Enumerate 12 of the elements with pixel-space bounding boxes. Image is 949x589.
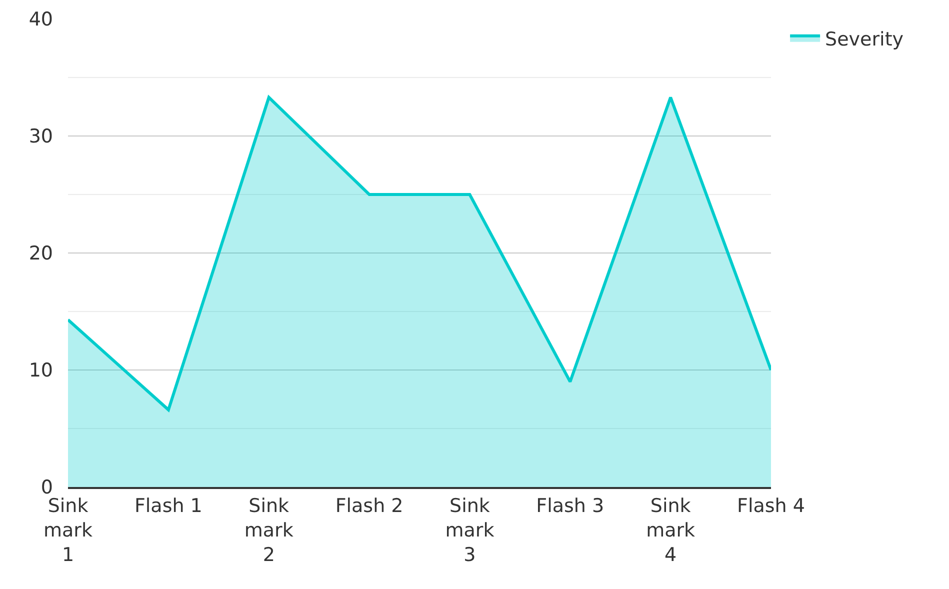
- x-tick-label: Flash 2: [335, 494, 404, 517]
- x-tick-label: Sink mark 3: [445, 494, 494, 566]
- x-tick-label: Flash 3: [536, 494, 604, 517]
- legend-label: Severity: [825, 28, 904, 50]
- x-tick-label: Sink mark 2: [244, 494, 294, 566]
- y-tick-label: 10: [28, 360, 53, 382]
- x-tick-label: Flash 1: [134, 494, 202, 517]
- y-tick-label: 30: [28, 126, 53, 148]
- y-tick-label: 20: [28, 242, 53, 265]
- x-tick-label: Sink mark 4: [646, 494, 696, 566]
- y-tick-label: 40: [28, 8, 53, 31]
- x-tick-label: Flash 4: [737, 494, 805, 517]
